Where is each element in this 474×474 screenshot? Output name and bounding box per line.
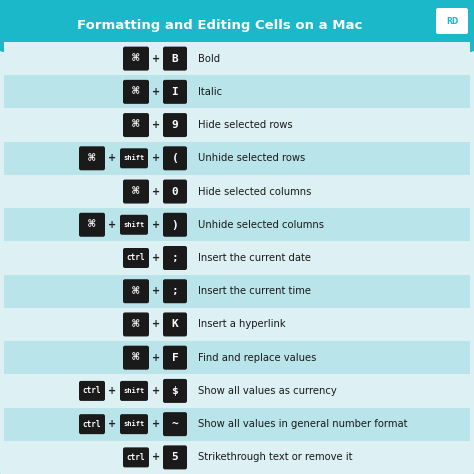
FancyBboxPatch shape [163, 346, 187, 370]
Bar [4, 208, 470, 241]
Text: ⌘: ⌘ [132, 118, 140, 132]
FancyBboxPatch shape [163, 379, 187, 403]
Text: +: + [152, 153, 160, 164]
Text: K: K [172, 319, 178, 329]
FancyBboxPatch shape [79, 213, 105, 237]
Text: ⌘: ⌘ [132, 85, 140, 98]
Text: +: + [152, 386, 160, 396]
Text: Insert the current time: Insert the current time [198, 286, 311, 296]
Bar [4, 241, 470, 274]
FancyBboxPatch shape [123, 279, 149, 303]
Text: +: + [152, 253, 160, 263]
FancyBboxPatch shape [120, 381, 148, 401]
FancyBboxPatch shape [123, 46, 149, 71]
Text: ctrl: ctrl [127, 453, 145, 462]
Text: B: B [172, 54, 178, 64]
FancyBboxPatch shape [163, 80, 187, 104]
Bar [4, 75, 470, 109]
FancyBboxPatch shape [123, 346, 149, 370]
Text: +: + [152, 353, 160, 363]
Text: +: + [152, 120, 160, 130]
Text: Italic: Italic [198, 87, 222, 97]
Text: shift: shift [123, 222, 145, 228]
FancyBboxPatch shape [120, 215, 148, 235]
FancyBboxPatch shape [163, 246, 187, 270]
Text: shift: shift [123, 388, 145, 394]
Bar [4, 408, 470, 441]
Text: Strikethrough text or remove it: Strikethrough text or remove it [198, 452, 353, 462]
FancyBboxPatch shape [163, 146, 187, 170]
Text: +: + [152, 452, 160, 462]
Text: Unhide selected columns: Unhide selected columns [198, 220, 324, 230]
Text: ⌘: ⌘ [132, 351, 140, 364]
Text: Find and replace values: Find and replace values [198, 353, 316, 363]
Text: +: + [152, 187, 160, 197]
FancyBboxPatch shape [163, 213, 187, 237]
Text: ): ) [172, 220, 178, 230]
Text: +: + [108, 220, 116, 230]
Bar [4, 374, 470, 408]
Text: Show all values in general number format: Show all values in general number format [198, 419, 408, 429]
Text: ⌘: ⌘ [132, 185, 140, 198]
Text: ;: ; [172, 286, 178, 296]
FancyBboxPatch shape [163, 180, 187, 203]
Bar [4, 308, 470, 341]
Text: 5: 5 [172, 452, 178, 462]
Text: ⌘: ⌘ [132, 318, 140, 331]
Text: 9: 9 [172, 120, 178, 130]
Text: (: ( [172, 153, 178, 164]
FancyBboxPatch shape [0, 0, 474, 52]
FancyBboxPatch shape [163, 279, 187, 303]
Text: Unhide selected rows: Unhide selected rows [198, 153, 305, 164]
Text: +: + [152, 87, 160, 97]
Text: ctrl: ctrl [83, 419, 101, 428]
Text: +: + [152, 54, 160, 64]
Text: ⌘: ⌘ [88, 218, 96, 231]
Text: Bold: Bold [198, 54, 220, 64]
Text: +: + [152, 286, 160, 296]
Text: ⌘: ⌘ [132, 285, 140, 298]
FancyBboxPatch shape [123, 180, 149, 203]
Text: +: + [152, 419, 160, 429]
Text: shift: shift [123, 155, 145, 161]
Text: F: F [172, 353, 178, 363]
FancyBboxPatch shape [163, 412, 187, 436]
Bar [4, 341, 470, 374]
Text: shift: shift [123, 421, 145, 427]
FancyBboxPatch shape [79, 414, 105, 434]
Text: +: + [152, 220, 160, 230]
Bar [4, 109, 470, 142]
FancyBboxPatch shape [79, 146, 105, 170]
Text: Formatting and Editing Cells on a Mac: Formatting and Editing Cells on a Mac [77, 18, 363, 31]
FancyBboxPatch shape [123, 113, 149, 137]
Text: Insert the current date: Insert the current date [198, 253, 311, 263]
Text: RD: RD [446, 17, 458, 26]
Bar [4, 274, 470, 308]
Text: Insert a hyperlink: Insert a hyperlink [198, 319, 286, 329]
FancyBboxPatch shape [123, 447, 149, 467]
Text: 0: 0 [172, 187, 178, 197]
FancyBboxPatch shape [123, 312, 149, 337]
FancyBboxPatch shape [163, 312, 187, 337]
Bar [4, 175, 470, 208]
Bar [4, 42, 470, 75]
Text: +: + [152, 319, 160, 329]
Text: ;: ; [172, 253, 178, 263]
FancyBboxPatch shape [120, 148, 148, 168]
FancyBboxPatch shape [163, 46, 187, 71]
FancyBboxPatch shape [123, 248, 149, 268]
Text: ⌘: ⌘ [132, 52, 140, 65]
FancyBboxPatch shape [436, 8, 468, 34]
Text: Hide selected columns: Hide selected columns [198, 187, 311, 197]
FancyBboxPatch shape [79, 381, 105, 401]
Text: +: + [108, 153, 116, 164]
FancyBboxPatch shape [120, 414, 148, 434]
Bar [4, 441, 470, 474]
Text: ctrl: ctrl [83, 386, 101, 395]
FancyBboxPatch shape [163, 446, 187, 469]
Text: Hide selected rows: Hide selected rows [198, 120, 292, 130]
Text: ~: ~ [172, 419, 178, 429]
FancyBboxPatch shape [163, 113, 187, 137]
Text: ctrl: ctrl [127, 254, 145, 263]
